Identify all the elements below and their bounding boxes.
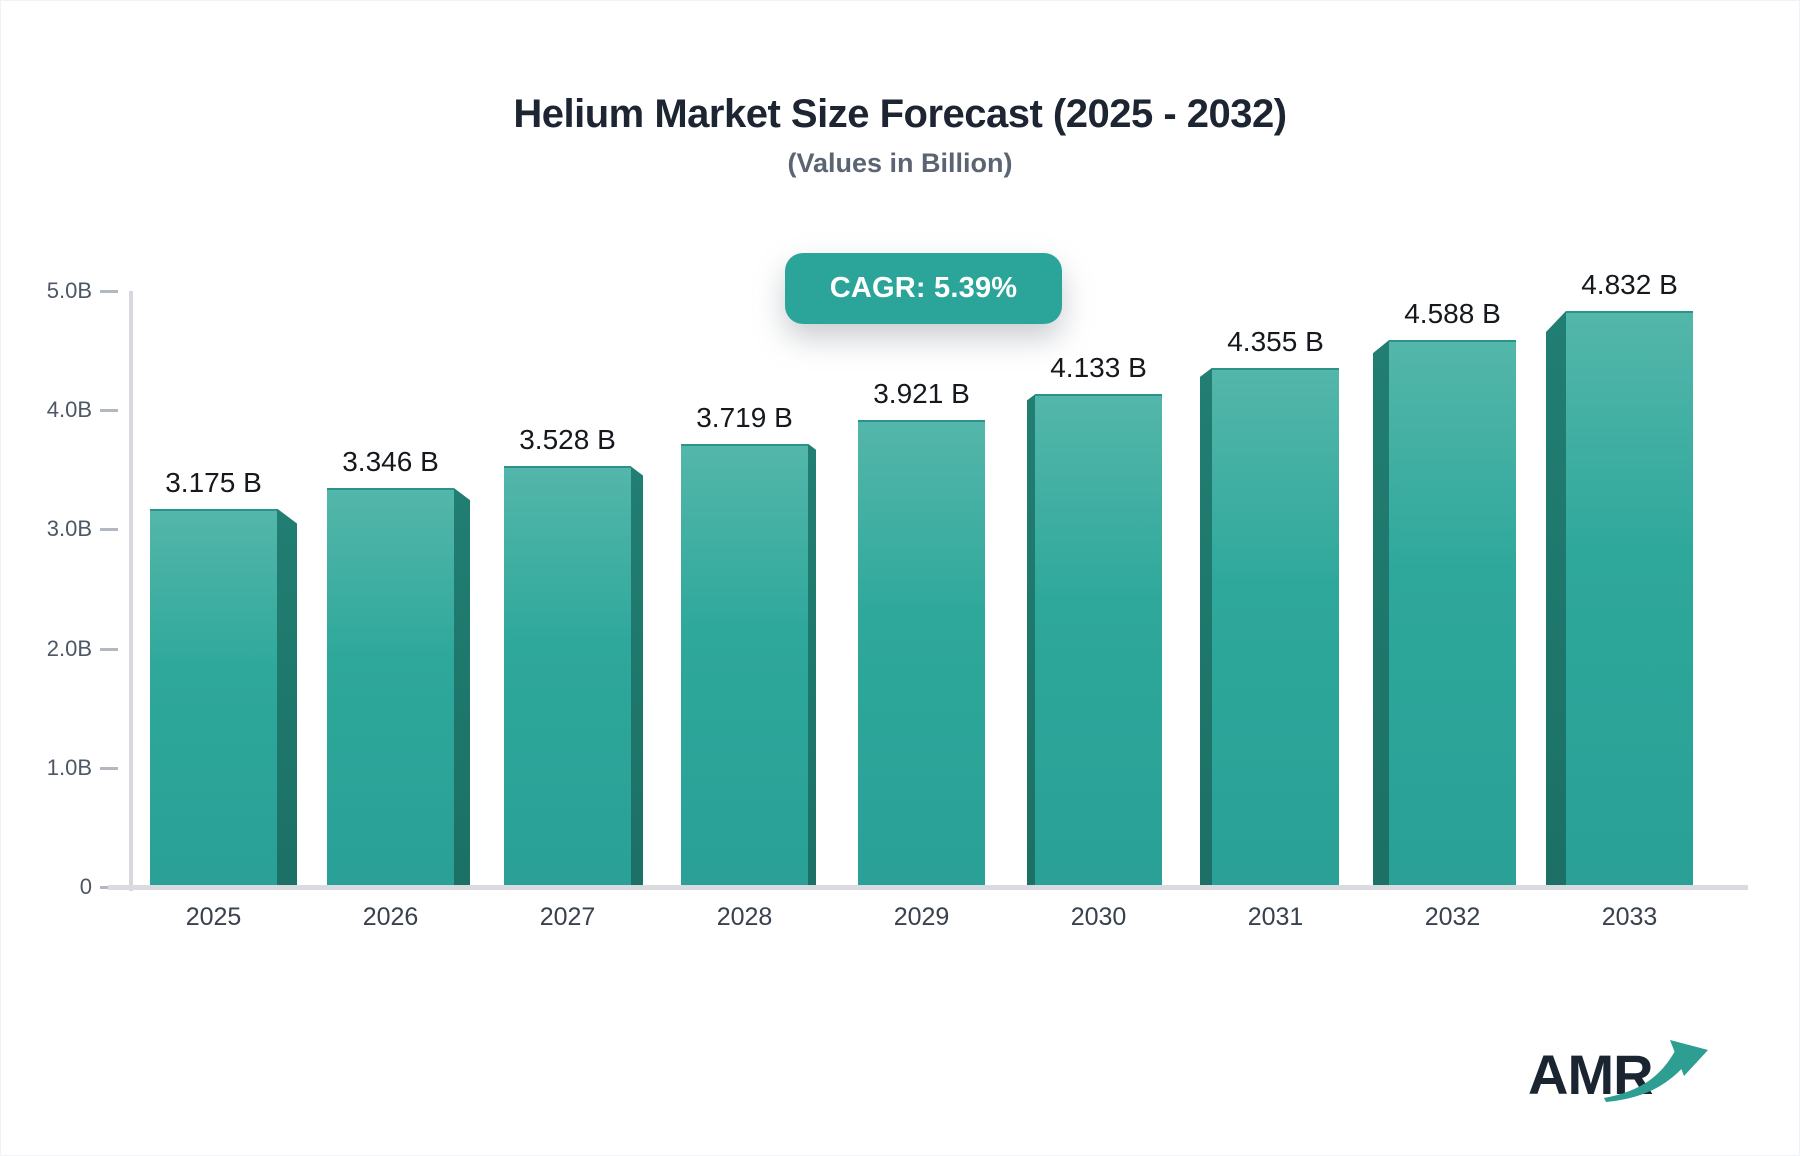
amr-logo: AMR (1528, 1036, 1713, 1116)
chart-title: Helium Market Size Forecast (2025 - 2032… (513, 92, 1287, 136)
bar-2030 (1035, 394, 1162, 887)
y-tick-label-1.0B: 1.0B (46, 754, 92, 780)
bar-value-2027: 3.528 B (519, 424, 616, 456)
x-label-2027: 2027 (539, 903, 596, 931)
bar-value-2028: 3.719 B (696, 401, 793, 433)
y-tick-label-4.0B: 4.0B (46, 397, 92, 423)
bar-2028 (681, 443, 808, 887)
bar-value-2026: 3.346 B (342, 446, 439, 478)
y-tick-dash-5.0B (100, 290, 118, 293)
x-label-2031: 2031 (1247, 903, 1304, 931)
growth-arrow-icon (1604, 1040, 1708, 1102)
x-label-2030: 2030 (1070, 903, 1127, 931)
x-label-2033: 2033 (1601, 903, 1658, 931)
bar-2033 (1566, 311, 1693, 887)
bar-2032 (1389, 340, 1516, 887)
cagr-badge-label: CAGR: 5.39% (829, 272, 1018, 304)
x-axis-baseline (108, 885, 1748, 890)
bar-side-2026 (454, 488, 470, 887)
bar-side-2030 (1027, 394, 1035, 887)
bar-side-2031 (1200, 367, 1212, 887)
y-tick-dash-2.0B (100, 647, 118, 651)
bar-value-2032: 4.588 B (1404, 298, 1501, 330)
bar-value-2033: 4.832 B (1581, 269, 1678, 301)
bar-side-2028 (808, 443, 816, 887)
y-tick-label-2.0B: 2.0B (46, 635, 92, 661)
cagr-badge: CAGR: 5.39% (785, 253, 1062, 324)
bar-side-2032 (1373, 340, 1389, 887)
y-tick-dash-3.0B (100, 528, 118, 532)
bar-value-2029: 3.921 B (873, 377, 970, 409)
y-tick-label-0: 0 (79, 874, 92, 899)
y-tick-label-5.0B: 5.0B (46, 278, 92, 303)
bar-2029 (858, 419, 985, 887)
x-label-2026: 2026 (362, 903, 419, 931)
bar-side-2027 (631, 466, 643, 887)
x-label-2032: 2032 (1424, 903, 1481, 931)
y-tick-dash-1.0B (100, 766, 118, 770)
y-tick-label-3.0B: 3.0B (46, 516, 92, 542)
x-label-2028: 2028 (716, 903, 773, 931)
bar-2027 (504, 466, 631, 887)
bar-2025 (150, 508, 277, 887)
bar-2026 (327, 488, 454, 887)
bar-side-2025 (277, 508, 297, 887)
x-label-2025: 2025 (185, 903, 242, 931)
bar-side-2033 (1546, 311, 1566, 887)
y-axis-line (129, 291, 133, 891)
bar-2031 (1212, 367, 1339, 887)
x-label-2029: 2029 (893, 903, 950, 931)
bar-value-2030: 4.133 B (1050, 352, 1147, 384)
bar-value-2031: 4.355 B (1227, 325, 1324, 357)
bar-value-2025: 3.175 B (165, 466, 262, 498)
chart-subtitle: (Values in Billion) (787, 148, 1013, 178)
y-tick-dash-4.0B (100, 409, 118, 413)
